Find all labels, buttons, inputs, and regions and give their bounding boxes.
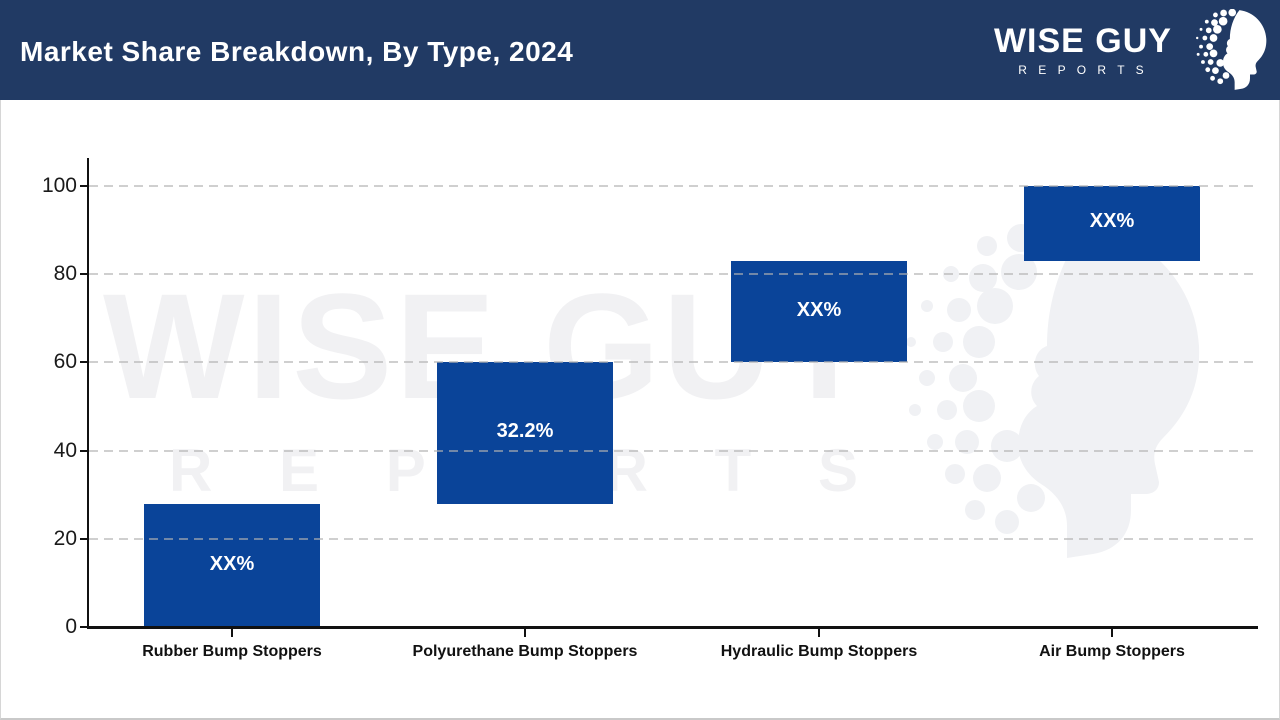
y-axis-tick-label: 100 [41, 174, 77, 197]
y-axis-tick [80, 449, 89, 452]
logo-title: WISE GUY [993, 22, 1172, 60]
gridline [89, 185, 1257, 187]
y-axis-tick-label: 60 [53, 350, 77, 374]
bar-value-label: 32.2% [496, 420, 554, 443]
bar-value-label: XX% [1089, 210, 1135, 233]
y-axis-tick [80, 273, 89, 276]
y-axis-line [87, 158, 89, 629]
x-axis-category-label: Air Bump Stoppers [1039, 643, 1185, 660]
x-axis-tick [818, 629, 820, 637]
y-axis-tick [80, 185, 89, 187]
y-axis-tick-label: 40 [53, 438, 77, 462]
gridline [89, 273, 1257, 276]
bar-segment [1024, 186, 1200, 261]
y-axis-tick-label: 0 [65, 615, 77, 638]
x-axis-line [87, 626, 1258, 629]
x-axis-category-label: Hydraulic Bump Stoppers [720, 643, 918, 660]
plot-area: WISE GUY R E P O R T S 020406080100XX%32… [0, 100, 1280, 720]
logo-wordmark: WISE GUY R E P O R T S [994, 24, 1172, 76]
logo-head-icon [1196, 9, 1267, 90]
y-axis-tick [80, 626, 89, 628]
logo-subtitle: R E P O R T S [1018, 63, 1148, 77]
y-axis-tick-label: 80 [53, 262, 77, 286]
gridline [89, 537, 1257, 540]
gridline [89, 449, 1257, 452]
x-axis-category-label: Polyurethane Bump Stoppers [412, 643, 638, 660]
y-axis-tick [80, 537, 89, 540]
x-axis-tick [1111, 629, 1113, 637]
brand-logo: WISE GUY R E P O R T S [994, 8, 1274, 92]
x-axis-tick [524, 629, 526, 637]
y-axis-tick [80, 361, 89, 364]
x-axis-category-label: Rubber Bump Stoppers [142, 643, 322, 660]
page-title: Market Share Breakdown, By Type, 2024 [20, 36, 574, 67]
bar-value-label: XX% [209, 552, 255, 575]
bar-segment [144, 504, 320, 627]
header: Market Share Breakdown, By Type, 2024 WI… [0, 0, 1280, 100]
bar-segment [437, 362, 613, 505]
bar-value-label: XX% [796, 298, 842, 321]
y-axis-tick-label: 20 [53, 526, 77, 550]
gridline [89, 361, 1257, 364]
bar-segment [731, 260, 907, 363]
x-axis-tick [231, 629, 233, 637]
